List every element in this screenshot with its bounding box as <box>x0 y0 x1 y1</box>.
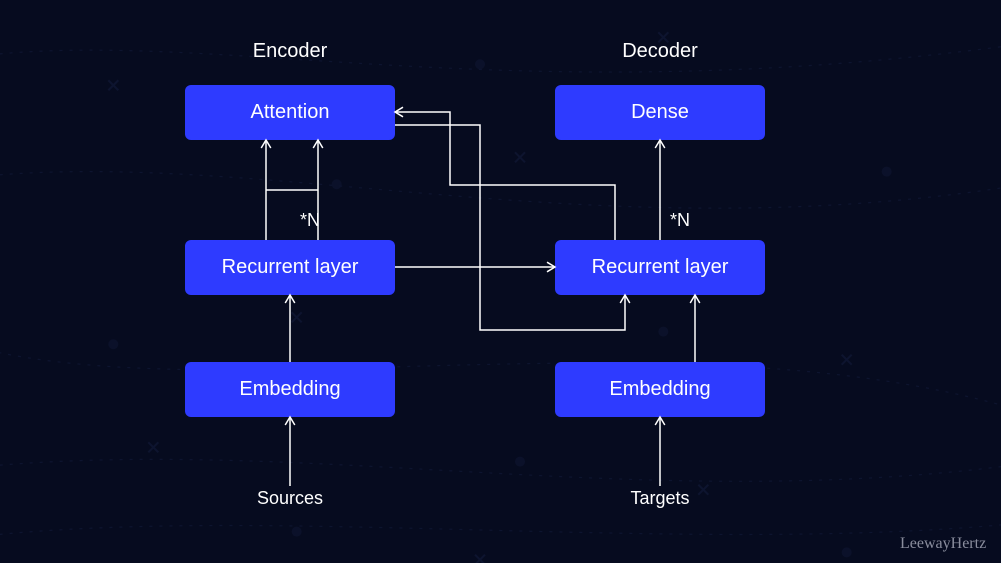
bottom-label-sources: Sources <box>185 488 395 509</box>
edge-enc-attn-to-dec-rec <box>395 125 625 330</box>
node-dec-recurrent: Recurrent layer <box>555 240 765 295</box>
diagram-stage: Encoder Decoder Attention Recurrent laye… <box>0 0 1001 563</box>
node-dec-dense: Dense <box>555 85 765 140</box>
node-enc-recurrent: Recurrent layer <box>185 240 395 295</box>
encoder-header: Encoder <box>185 40 395 63</box>
watermark: LeewayHertz <box>900 535 986 553</box>
n-label-decoder: *N <box>670 210 690 231</box>
n-label-encoder: *N <box>300 210 320 231</box>
decoder-header: Decoder <box>555 40 765 63</box>
edges-layer <box>0 0 1001 563</box>
node-enc-attention: Attention <box>185 85 395 140</box>
bottom-label-targets: Targets <box>555 488 765 509</box>
node-enc-embedding: Embedding <box>185 362 395 417</box>
node-dec-embedding: Embedding <box>555 362 765 417</box>
